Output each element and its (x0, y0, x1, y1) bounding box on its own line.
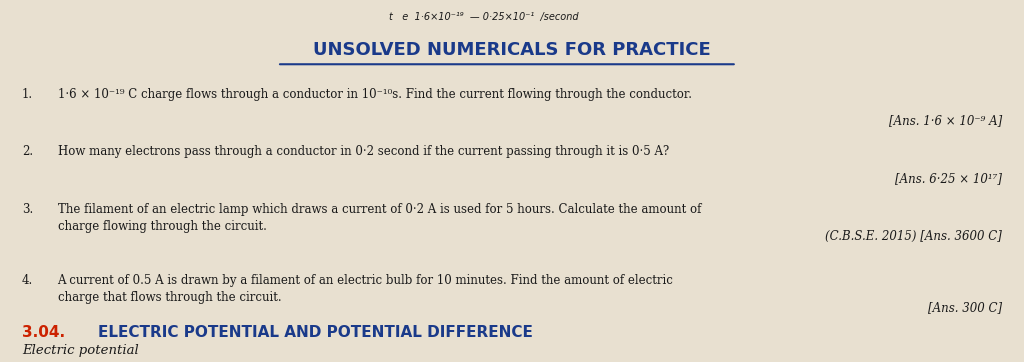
Text: 1.: 1. (22, 88, 33, 101)
Text: 1·6 × 10⁻¹⁹ C charge flows through a conductor in 10⁻¹⁰s. Find the current flowi: 1·6 × 10⁻¹⁹ C charge flows through a con… (57, 88, 691, 101)
Text: How many electrons pass through a conductor in 0·2 second if the current passing: How many electrons pass through a conduc… (57, 145, 669, 158)
Text: (C.B.S.E. 2015) [Ans. 3600 C]: (C.B.S.E. 2015) [Ans. 3600 C] (825, 230, 1002, 243)
Text: A current of 0.5 A is drawn by a filament of an electric bulb for 10 minutes. Fi: A current of 0.5 A is drawn by a filamen… (57, 274, 674, 304)
Text: [Ans. 1·6 × 10⁻⁹ A]: [Ans. 1·6 × 10⁻⁹ A] (889, 114, 1002, 127)
Text: The filament of an electric lamp which draws a current of 0·2 A is used for 5 ho: The filament of an electric lamp which d… (57, 203, 701, 232)
Text: Electric potential: Electric potential (22, 344, 138, 357)
Text: [Ans. 300 C]: [Ans. 300 C] (928, 301, 1002, 314)
Text: 4.: 4. (22, 274, 33, 287)
Text: 2.: 2. (22, 145, 33, 158)
Text: [Ans. 6·25 × 10¹⁷]: [Ans. 6·25 × 10¹⁷] (895, 172, 1002, 185)
Text: t   e  1·6×10⁻¹⁹  — 0·25×10⁻¹  /second: t e 1·6×10⁻¹⁹ — 0·25×10⁻¹ /second (389, 12, 580, 22)
Text: ELECTRIC POTENTIAL AND POTENTIAL DIFFERENCE: ELECTRIC POTENTIAL AND POTENTIAL DIFFERE… (98, 325, 534, 340)
Text: 3.: 3. (22, 203, 33, 215)
Text: UNSOLVED NUMERICALS FOR PRACTICE: UNSOLVED NUMERICALS FOR PRACTICE (313, 41, 711, 59)
Text: 3.04.: 3.04. (22, 325, 65, 340)
